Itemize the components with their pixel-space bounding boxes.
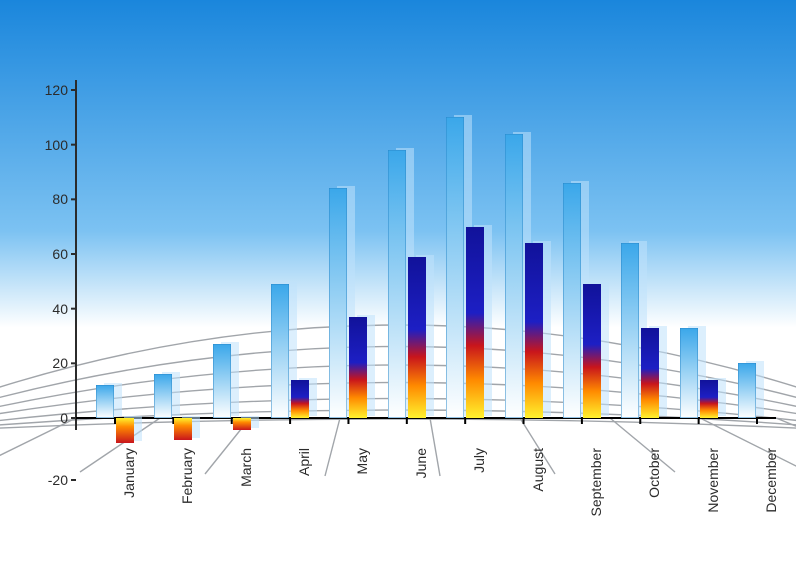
x-tick-label: May [354, 448, 370, 474]
x-tick-label: August [530, 448, 546, 492]
x-tick-label: December [763, 448, 779, 513]
y-tick-label: 20 [28, 355, 68, 371]
y-tick-label: 100 [28, 137, 68, 153]
bar-series-a [505, 134, 523, 418]
bar-series-b [525, 243, 543, 418]
bar-series-a [96, 385, 114, 418]
x-tick-label: November [705, 448, 721, 513]
bar-series-a [388, 150, 406, 418]
bar-series-a [738, 363, 756, 418]
bar-series-a [680, 328, 698, 418]
y-tick-label: 0 [28, 410, 68, 426]
bar-series-b [466, 227, 484, 418]
x-tick-label: September [588, 448, 604, 516]
x-tick-label: June [413, 448, 429, 478]
x-tick-label: July [471, 448, 487, 473]
y-tick-label: 80 [28, 191, 68, 207]
bar-series-a [329, 188, 347, 418]
bar-series-b [349, 317, 367, 418]
bar-series-a [213, 344, 231, 418]
x-tick-label: April [296, 448, 312, 476]
bar-series-b [233, 418, 251, 430]
bar-series-a [621, 243, 639, 418]
bar-series-b [116, 418, 134, 443]
bar-series-a [271, 284, 289, 418]
monthly-bar-chart: -20 0 20 40 60 80 100 120 January February March A… [0, 0, 796, 561]
x-tick-label: October [646, 448, 662, 498]
y-tick-label: 60 [28, 246, 68, 262]
bar-series-b [408, 257, 426, 418]
x-tick-label: February [179, 448, 195, 504]
bar-series-b [641, 328, 659, 418]
y-tick-label: 120 [28, 82, 68, 98]
bar-series-b [583, 284, 601, 418]
y-tick-label: -20 [28, 472, 68, 488]
bar-series-b [174, 418, 192, 440]
x-tick-label: March [238, 448, 254, 487]
bar-series-a [563, 183, 581, 418]
bar-series-b [291, 380, 309, 418]
bars-layer [0, 0, 796, 561]
x-tick-label: January [121, 448, 137, 498]
y-tick-label: 40 [28, 301, 68, 317]
bar-series-a [446, 117, 464, 418]
bar-series-b [700, 380, 718, 418]
bar-series-a [154, 374, 172, 418]
